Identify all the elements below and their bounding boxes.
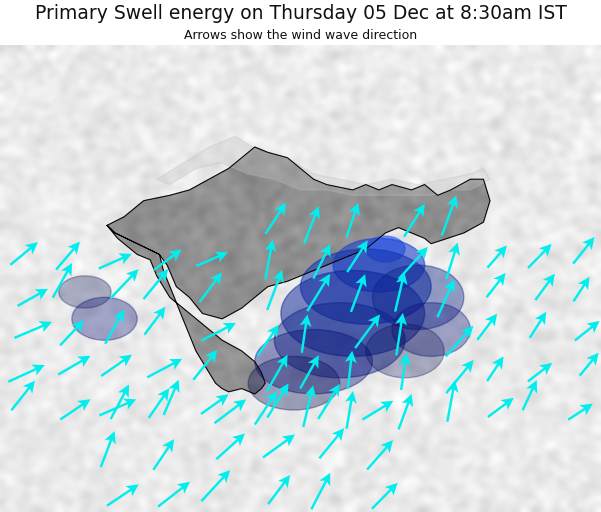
Ellipse shape bbox=[275, 303, 405, 378]
Ellipse shape bbox=[333, 238, 425, 292]
Polygon shape bbox=[107, 147, 490, 394]
Ellipse shape bbox=[300, 249, 431, 324]
Polygon shape bbox=[157, 136, 490, 196]
Ellipse shape bbox=[366, 236, 405, 262]
Ellipse shape bbox=[281, 270, 425, 356]
Text: Arrows show the wind wave direction: Arrows show the wind wave direction bbox=[184, 29, 417, 41]
Ellipse shape bbox=[72, 297, 137, 340]
Ellipse shape bbox=[392, 303, 471, 356]
Ellipse shape bbox=[248, 356, 340, 410]
Ellipse shape bbox=[59, 276, 111, 308]
Ellipse shape bbox=[366, 324, 444, 378]
Ellipse shape bbox=[255, 330, 373, 394]
Ellipse shape bbox=[373, 265, 464, 330]
Text: Primary Swell energy on Thursday 05 Dec at 8:30am IST: Primary Swell energy on Thursday 05 Dec … bbox=[35, 4, 566, 23]
